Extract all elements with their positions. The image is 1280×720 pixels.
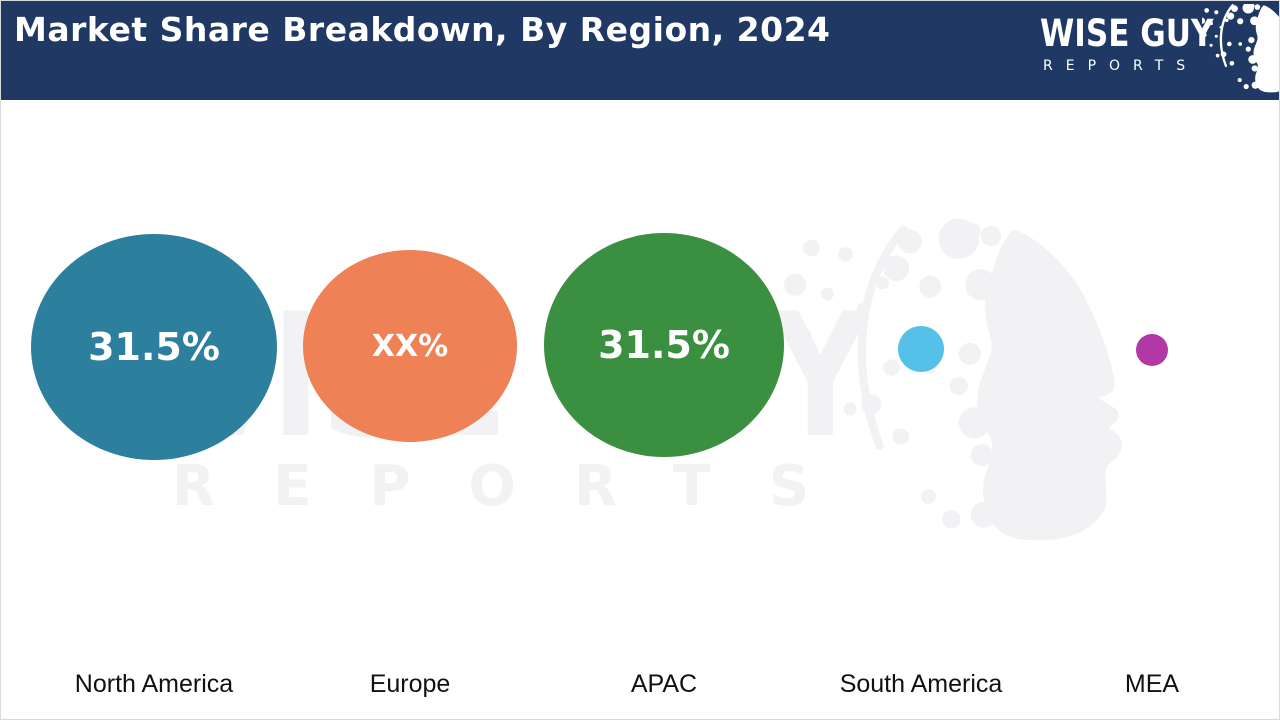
page-title: Market Share Breakdown, By Region, 2024 (14, 10, 831, 49)
category-label-europe: Europe (369, 670, 451, 698)
logo-subtitle: REPORTS (1043, 58, 1199, 74)
bubble-europe: XX% (303, 250, 517, 442)
bubble-south-america (898, 326, 944, 372)
bubble-value-label: XX% (371, 328, 449, 364)
bubble-value-label: 31.5% (88, 325, 220, 369)
header-bar: Market Share Breakdown, By Region, 2024 … (0, 0, 1280, 100)
category-label-mea: MEA (1124, 670, 1180, 698)
bubble-apac: 31.5% (544, 233, 784, 457)
wiseguy-head-icon (1202, 4, 1280, 94)
category-label-north-america: North America (74, 670, 234, 698)
bubble-value-label: 31.5% (598, 323, 730, 367)
bubble-north-america: 31.5% (31, 234, 277, 460)
bubble-mea (1136, 334, 1168, 366)
bubble-chart: 31.5% North America XX% Europe 31.5% APAC Sout… (0, 100, 1280, 720)
category-label-south-america: South America (839, 670, 1003, 698)
category-label-apac: APAC (630, 670, 698, 698)
logo-wordmark: WISE GUY (1040, 12, 1214, 55)
wiseguy-logo: WISE GUY REPORTS (1040, 4, 1280, 98)
